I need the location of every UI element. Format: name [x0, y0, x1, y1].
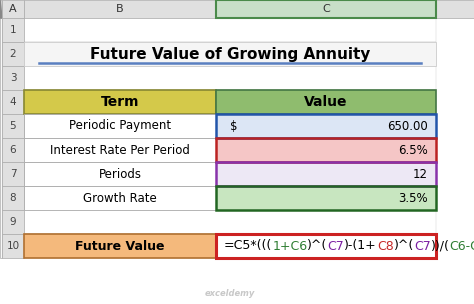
Bar [2, 162, 24, 186]
Text: A: A [9, 4, 17, 14]
Text: Growth Rate: Growth Rate [83, 192, 157, 205]
Text: 10: 10 [7, 241, 19, 251]
Bar [0, 0, 2, 18]
Bar [24, 90, 216, 114]
Text: Periods: Periods [99, 168, 142, 181]
Text: 1: 1 [9, 25, 16, 35]
Bar [2, 42, 24, 66]
Text: 8: 8 [9, 193, 16, 203]
Text: 12: 12 [413, 168, 428, 181]
Bar [24, 42, 436, 66]
Bar [2, 114, 24, 138]
Text: exceldemy: exceldemy [205, 289, 255, 299]
Text: 7: 7 [9, 169, 16, 179]
Text: )^(: )^( [307, 240, 328, 253]
Bar [24, 0, 216, 18]
Bar [24, 90, 436, 114]
Bar [436, 0, 474, 18]
Text: )-(1+: )-(1+ [345, 240, 377, 253]
Bar [2, 90, 24, 114]
Text: 3: 3 [9, 73, 16, 83]
Bar [24, 138, 436, 162]
Bar [216, 114, 436, 138]
Text: 2: 2 [9, 49, 16, 59]
Bar [216, 0, 436, 18]
Bar [24, 42, 436, 66]
Text: 9: 9 [9, 217, 16, 227]
Text: C7: C7 [414, 240, 431, 253]
Bar [216, 186, 436, 210]
Text: 3.5%: 3.5% [398, 192, 428, 205]
Bar [2, 210, 24, 234]
Text: 650.00: 650.00 [387, 119, 428, 133]
Bar [2, 138, 24, 162]
Text: 6: 6 [9, 145, 16, 155]
Bar [2, 186, 24, 210]
Bar [24, 234, 436, 258]
Text: Value: Value [304, 95, 348, 109]
Bar [24, 162, 436, 186]
Bar [2, 66, 24, 90]
Text: Term: Term [101, 95, 139, 109]
Bar [2, 18, 24, 42]
Text: 4: 4 [9, 97, 16, 107]
Bar [24, 138, 216, 162]
Bar [24, 18, 436, 42]
Text: 5: 5 [9, 121, 16, 131]
Bar [24, 186, 216, 210]
Text: Interest Rate Per Period: Interest Rate Per Period [50, 143, 190, 157]
Text: C8: C8 [377, 240, 394, 253]
Bar [0, 18, 2, 258]
Bar [24, 114, 436, 138]
Bar [216, 138, 436, 162]
Polygon shape [0, 0, 2, 18]
Bar [216, 234, 436, 258]
Bar [2, 234, 24, 258]
Text: $: $ [230, 119, 237, 133]
Bar [24, 186, 436, 210]
Text: C7: C7 [328, 240, 345, 253]
Bar [216, 234, 436, 258]
Text: C: C [322, 4, 330, 14]
Text: C6-C8: C6-C8 [450, 240, 474, 253]
Text: Future Value of Growing Annuity: Future Value of Growing Annuity [90, 47, 370, 61]
Text: Future Value: Future Value [75, 240, 165, 253]
Text: Periodic Payment: Periodic Payment [69, 119, 171, 133]
Bar [216, 114, 436, 138]
Bar [216, 162, 436, 186]
Text: ))/(: ))/( [431, 240, 450, 253]
Bar [24, 114, 216, 138]
Bar [216, 138, 436, 162]
Bar [24, 162, 216, 186]
Text: =C5*(((: =C5*((( [224, 240, 272, 253]
Text: B: B [116, 4, 124, 14]
Bar [24, 66, 436, 90]
Bar [216, 186, 436, 210]
Bar [2, 0, 24, 18]
Bar [216, 90, 436, 114]
Bar [216, 162, 436, 186]
Text: 1+C6: 1+C6 [272, 240, 307, 253]
Bar [24, 234, 216, 258]
Bar [24, 210, 436, 234]
Text: 6.5%: 6.5% [398, 143, 428, 157]
Text: )^(: )^( [394, 240, 414, 253]
